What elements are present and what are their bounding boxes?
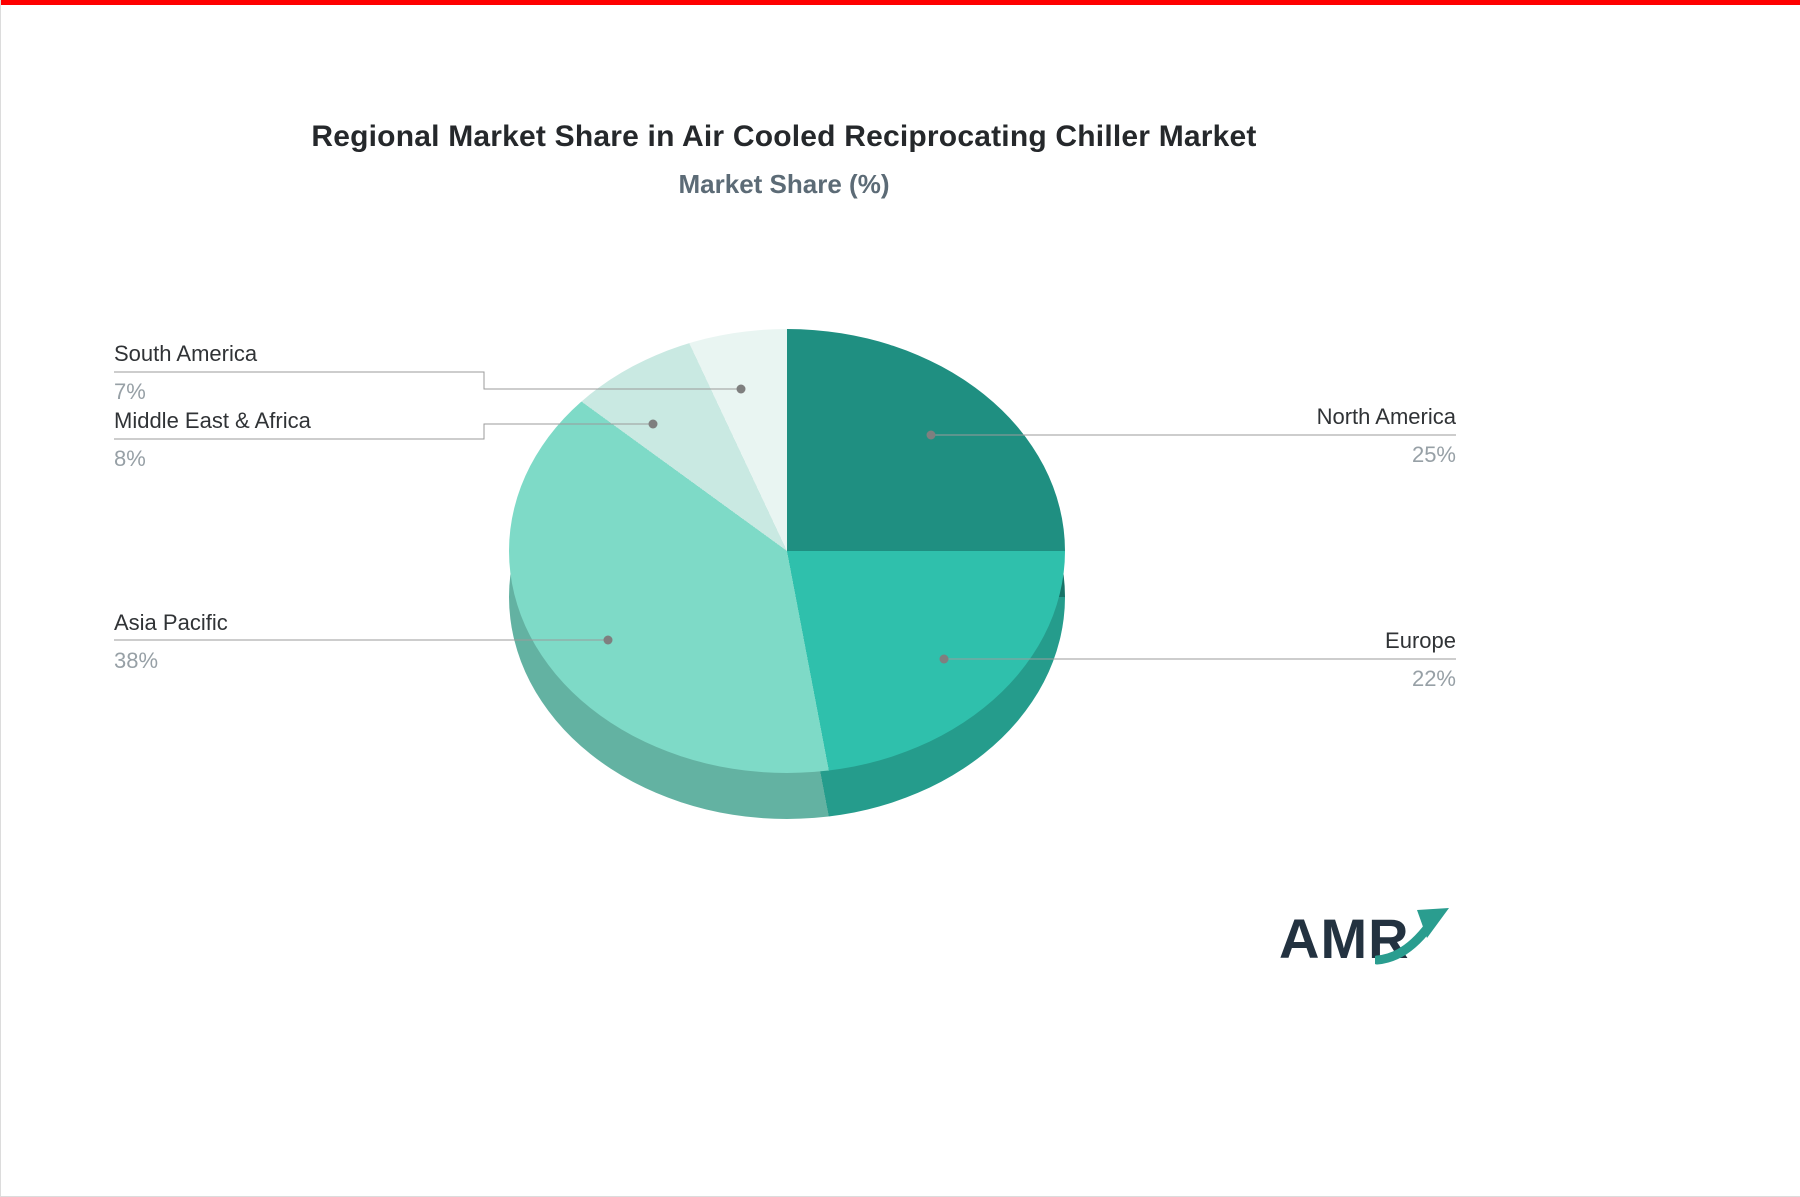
slice-name: Middle East & Africa [114,408,311,433]
slice-label-south-america: South America 7% [114,341,494,405]
slice-value: 8% [114,446,146,471]
slice-name: Europe [1385,628,1456,653]
slice-value: 7% [114,379,146,404]
amr-logo-arrow-icon [1375,908,1449,965]
slice-value: 38% [114,648,159,673]
slice-value: 25% [1411,442,1456,467]
slice-name: South America [114,341,258,366]
pie-chart [509,329,1065,773]
top-accent-bar [1,0,1800,5]
slice-value: 22% [1411,666,1456,691]
slice-label-middle-east-africa: Middle East & Africa 8% [114,408,494,472]
chart-title: Regional Market Share in Air Cooled Reci… [311,120,1257,153]
slice-name: North America [1316,404,1456,429]
slice-label-europe: Europe 22% [1156,628,1456,692]
slice-name: Asia Pacific [114,610,228,635]
slice-label-north-america: North America 25% [1156,404,1456,468]
chart-subtitle: Market Share (%) [678,169,890,199]
amr-logo: AMR [1279,900,1449,980]
slice-label-asia-pacific: Asia Pacific 38% [114,610,494,674]
